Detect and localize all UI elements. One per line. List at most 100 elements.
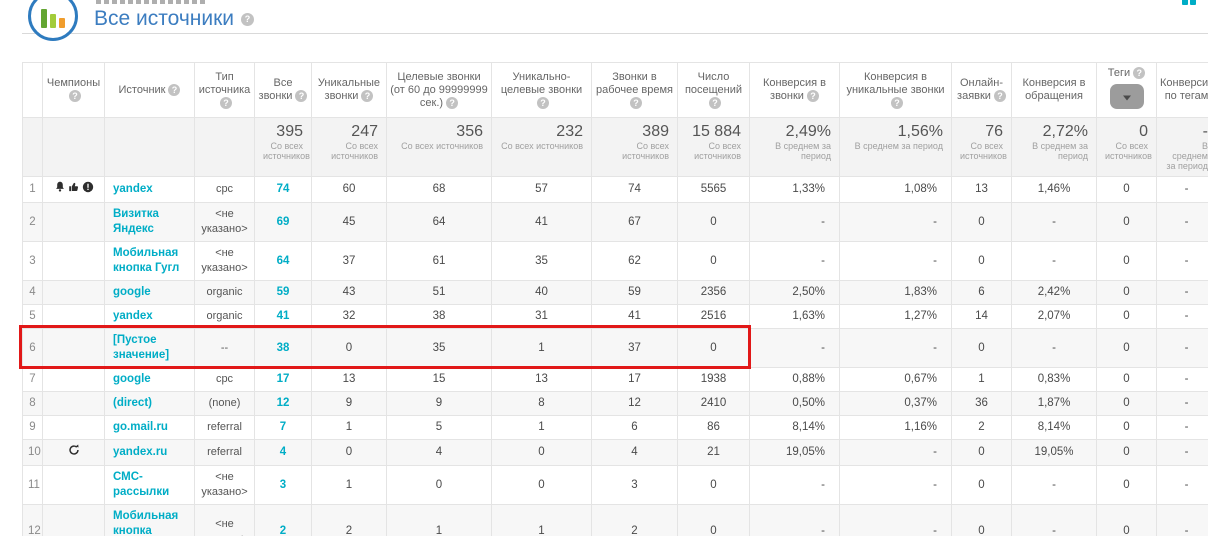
cell-tags: 0 — [1096, 391, 1157, 416]
all-calls-link[interactable]: 12 — [276, 397, 290, 409]
cell-source: Визитка Яндекс — [104, 202, 195, 242]
tags-filter-button[interactable] — [1109, 84, 1144, 109]
total-caption: В среднем за период — [1032, 141, 1088, 161]
source-link[interactable]: Визитка Яндекс — [113, 208, 159, 235]
help-icon[interactable]: ? — [806, 90, 819, 103]
total-visits: 15 884 Со всех источников — [677, 117, 750, 177]
cell-type: referral — [194, 415, 255, 440]
cell-conv_unique_calls: 1,27% — [839, 304, 952, 329]
total-champions — [42, 117, 105, 177]
source-link[interactable]: (direct) — [113, 397, 152, 409]
cell-conv_calls: - — [749, 328, 840, 368]
cell-conv_unique_calls: - — [839, 202, 952, 242]
cell-conv_calls: - — [749, 241, 840, 281]
cell-unique_calls: 37 — [311, 241, 387, 281]
cell-type: <не указано> — [194, 202, 255, 242]
help-icon[interactable]: ? — [709, 96, 721, 109]
cell-conv_unique_calls: - — [839, 465, 952, 505]
cell-source: go.mail.ru — [104, 415, 195, 440]
all-calls-link[interactable]: 2 — [279, 525, 287, 536]
total-value: 389 — [642, 123, 669, 140]
all-calls-link[interactable]: 17 — [276, 373, 290, 385]
total-caption: Со всех источников — [1105, 141, 1152, 161]
expand-icon[interactable] — [1182, 0, 1196, 5]
cell-type: organic — [194, 280, 255, 305]
cell-visits: 0 — [677, 504, 750, 536]
cell-target_calls: 51 — [386, 280, 492, 305]
all-calls-link[interactable]: 64 — [276, 254, 290, 267]
source-link[interactable]: СМС-рассылки — [113, 471, 170, 498]
total-conv_appeals: 2,72% В среднем за период — [1011, 117, 1097, 177]
cell-visits: 2516 — [677, 304, 750, 329]
cell-online_leads: 0 — [951, 504, 1012, 536]
all-calls-link[interactable]: 69 — [276, 215, 290, 228]
all-calls-link[interactable]: 74 — [276, 183, 290, 195]
cell-champions — [42, 504, 105, 536]
help-icon[interactable]: ? — [891, 96, 903, 109]
cell-conv_appeals: - — [1011, 504, 1097, 536]
all-calls-link[interactable]: 41 — [276, 310, 290, 322]
help-icon[interactable]: ? — [69, 90, 81, 103]
cell-source: (direct) — [104, 391, 195, 416]
source-link[interactable]: google — [113, 373, 151, 385]
cell-all_calls: 4 — [254, 439, 312, 466]
cell-target_calls: 1 — [386, 504, 492, 536]
source-link[interactable]: go.mail.ru — [113, 421, 168, 433]
cell-work_time_calls: 4 — [591, 439, 678, 466]
total-caption: Со всех источников — [263, 141, 310, 161]
help-icon[interactable]: ? — [446, 96, 459, 109]
total-caption: Со всех источников — [331, 141, 378, 161]
cell-type: <не указано> — [194, 241, 255, 281]
source-link[interactable]: [Пустое значение] — [113, 334, 170, 361]
cell-type: (none) — [194, 391, 255, 416]
source-link[interactable]: yandex.ru — [113, 446, 168, 458]
column-header-conv_calls: Конверсия в звонки? — [749, 62, 840, 118]
all-calls-link[interactable]: 38 — [276, 341, 290, 354]
all-calls-link[interactable]: 59 — [276, 286, 290, 298]
cell-tags: 0 — [1096, 176, 1157, 203]
help-icon[interactable]: ? — [630, 96, 642, 109]
column-header-label: Число посещений — [684, 70, 743, 96]
table-row: 4 google organic 59 43 51 40 59 2356 2,50% 1,83% 6 2… — [22, 280, 1208, 305]
column-header-tags: Теги? — [1096, 62, 1157, 118]
help-icon[interactable]: ? — [295, 90, 308, 103]
source-link[interactable]: yandex — [113, 183, 153, 195]
cell-conv_tags: - — [1156, 391, 1208, 416]
cell-conv_calls: - — [749, 504, 840, 536]
cell-champions — [42, 280, 105, 305]
bar-chart-icon-bar — [50, 14, 56, 28]
cell-conv_tags: - — [1156, 439, 1208, 466]
total-online_leads: 76 Со всех источников — [951, 117, 1012, 177]
cell-unique_calls: 13 — [311, 367, 387, 392]
cell-all_calls: 74 — [254, 176, 312, 203]
all-calls-link[interactable]: 7 — [279, 421, 287, 433]
source-link[interactable]: Мобильная кнопка Общая — [113, 510, 179, 536]
source-link[interactable]: google — [113, 286, 151, 298]
cell-all_calls: 12 — [254, 391, 312, 416]
help-icon[interactable]: ? — [361, 90, 374, 103]
total-value: 76 — [985, 123, 1003, 140]
cell-all_calls: 2 — [254, 504, 312, 536]
total-conv_tags: -В среднем за период — [1156, 117, 1208, 177]
all-calls-link[interactable]: 4 — [279, 446, 287, 458]
total-value: 2,72% — [1042, 123, 1088, 140]
source-link[interactable]: yandex — [113, 310, 153, 322]
column-header-label: Источник — [118, 83, 166, 96]
cell-source: google — [104, 367, 195, 392]
help-icon[interactable]: ? — [241, 12, 255, 26]
cell-tags: 0 — [1096, 465, 1157, 505]
cell-champions — [42, 415, 105, 440]
source-link[interactable]: Мобильная кнопка Гугл — [113, 247, 180, 274]
help-icon[interactable]: ? — [537, 96, 549, 109]
help-icon[interactable]: ? — [1133, 67, 1146, 80]
help-icon[interactable]: ? — [168, 83, 181, 96]
help-icon[interactable]: ? — [220, 96, 232, 109]
cell-conv_tags: - — [1156, 202, 1208, 242]
column-header-target_calls: Целевые звонки (от 60 до 99999999 сек.)? — [386, 62, 492, 118]
help-icon[interactable]: ? — [993, 90, 1006, 103]
cell-source: Мобильная кнопка Общая — [104, 504, 195, 536]
all-calls-link[interactable]: 3 — [279, 478, 287, 491]
cell-type: <не указано> — [194, 465, 255, 505]
cell-champions — [42, 304, 105, 329]
cell-num: 5 — [22, 304, 43, 329]
